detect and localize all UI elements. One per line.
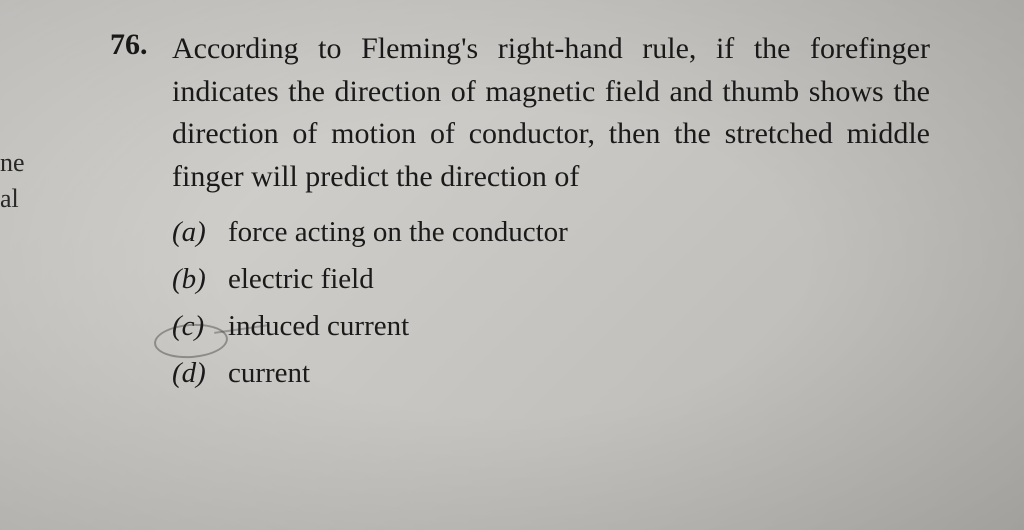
- option-c-text: induced current: [228, 310, 409, 343]
- option-b-letter: (b): [172, 263, 228, 296]
- option-b: (b) electric field: [172, 263, 930, 296]
- option-d-text: current: [228, 357, 310, 390]
- margin-line-2: al: [0, 181, 25, 217]
- option-a-letter: (a): [172, 216, 228, 249]
- question-text: According to Fleming's right-hand rule, …: [172, 28, 930, 198]
- option-b-text: electric field: [228, 263, 374, 296]
- question-block: 76. According to Fleming's right-hand ru…: [110, 28, 930, 390]
- left-margin-text: ne al: [0, 145, 25, 218]
- question-number: 76.: [110, 28, 172, 62]
- question-row: 76. According to Fleming's right-hand ru…: [110, 28, 930, 198]
- options-list: (a) force acting on the conductor (b) el…: [172, 216, 930, 390]
- option-c: (c) induced current: [172, 310, 930, 343]
- page: ne al 76. According to Fleming's right-h…: [0, 0, 1024, 530]
- margin-line-1: ne: [0, 145, 25, 181]
- option-c-letter: (c): [172, 310, 228, 343]
- option-a: (a) force acting on the conductor: [172, 216, 930, 249]
- option-a-text: force acting on the conductor: [228, 216, 568, 249]
- option-d-letter: (d): [172, 357, 228, 390]
- option-d: (d) current: [172, 357, 930, 390]
